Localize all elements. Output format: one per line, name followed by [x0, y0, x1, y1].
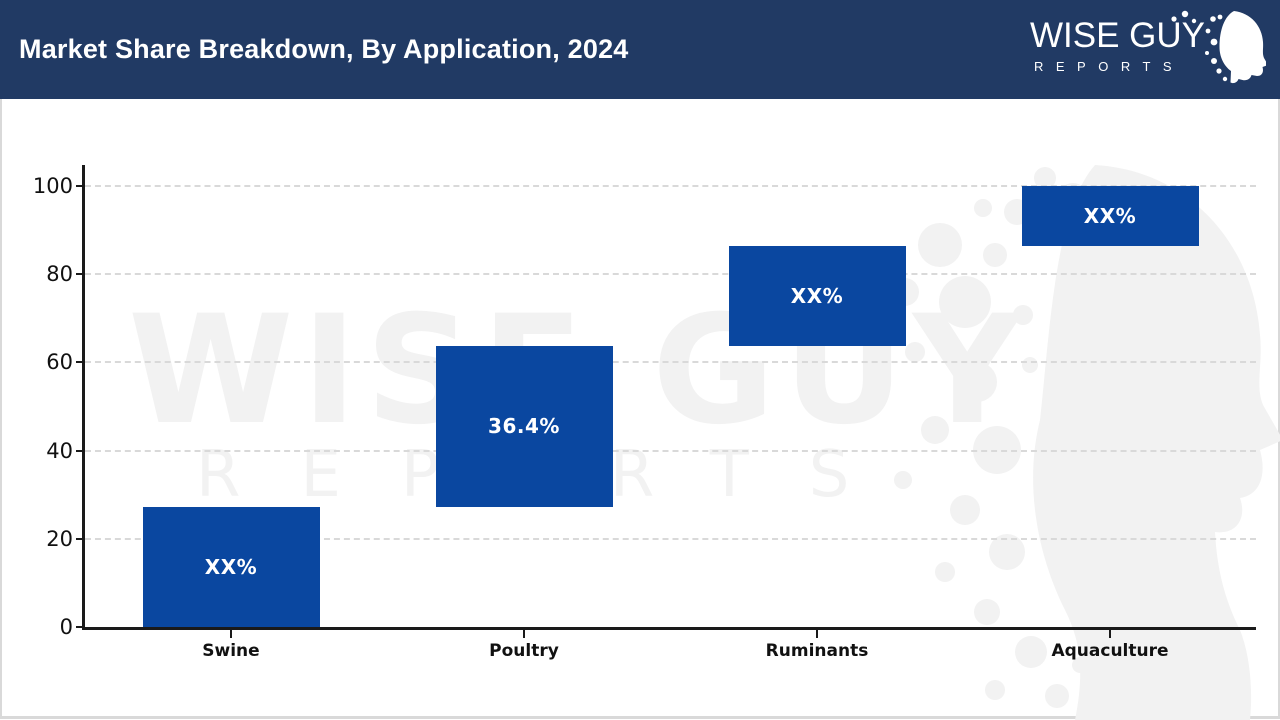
y-tick	[76, 537, 84, 540]
gridline	[85, 185, 1256, 187]
gridline	[85, 273, 1256, 276]
bar-value-label: XX%	[204, 554, 258, 579]
y-tick	[76, 361, 84, 364]
x-tick	[230, 630, 232, 638]
header-bar: Market Share Breakdown, By Application, …	[0, 0, 1280, 99]
y-axis-line	[82, 165, 85, 630]
x-axis-line	[82, 627, 1256, 630]
gridline	[85, 449, 1256, 452]
gridline	[85, 361, 1256, 364]
wise-guy-reports-logo: WISE GUY REPORTS	[1028, 7, 1268, 93]
bar-poultry: 36.4%	[435, 346, 613, 507]
y-tick-label: 0	[59, 615, 73, 639]
logo-graphic: WISE GUY REPORTS	[1030, 10, 1268, 83]
y-tick	[76, 626, 84, 628]
y-tick	[76, 273, 84, 276]
x-category-label: Poultry	[489, 641, 559, 661]
y-tick-label: 40	[46, 438, 73, 463]
chart-canvas-frame	[0, 99, 1280, 719]
y-tick	[76, 185, 84, 187]
bar-aquaculture: XX%	[1021, 186, 1199, 246]
logo-subtitle: REPORTS	[1034, 59, 1184, 74]
bar-swine: XX%	[142, 506, 320, 627]
logo-face-icon	[1205, 10, 1268, 83]
bar-ruminants: XX%	[728, 245, 906, 347]
bar-value-label: 36.4%	[488, 414, 560, 439]
page-title: Market Share Breakdown, By Application, …	[19, 34, 629, 64]
x-category-label: Swine	[202, 641, 260, 661]
x-tick	[816, 630, 818, 638]
logo-wordmark: WISE GUY	[1030, 16, 1205, 55]
x-tick	[1109, 630, 1111, 638]
y-tick-label: 100	[32, 174, 73, 198]
gridline	[85, 537, 1256, 540]
x-category-label: Aquaculture	[1051, 641, 1169, 661]
y-tick-label: 20	[46, 526, 73, 551]
y-tick-label: 80	[46, 262, 73, 287]
x-category-label: Ruminants	[765, 641, 869, 661]
x-tick	[523, 630, 525, 638]
y-tick-label: 60	[46, 350, 73, 375]
bar-value-label: XX%	[790, 284, 844, 309]
bar-value-label: XX%	[1083, 203, 1137, 228]
y-tick	[76, 449, 84, 452]
